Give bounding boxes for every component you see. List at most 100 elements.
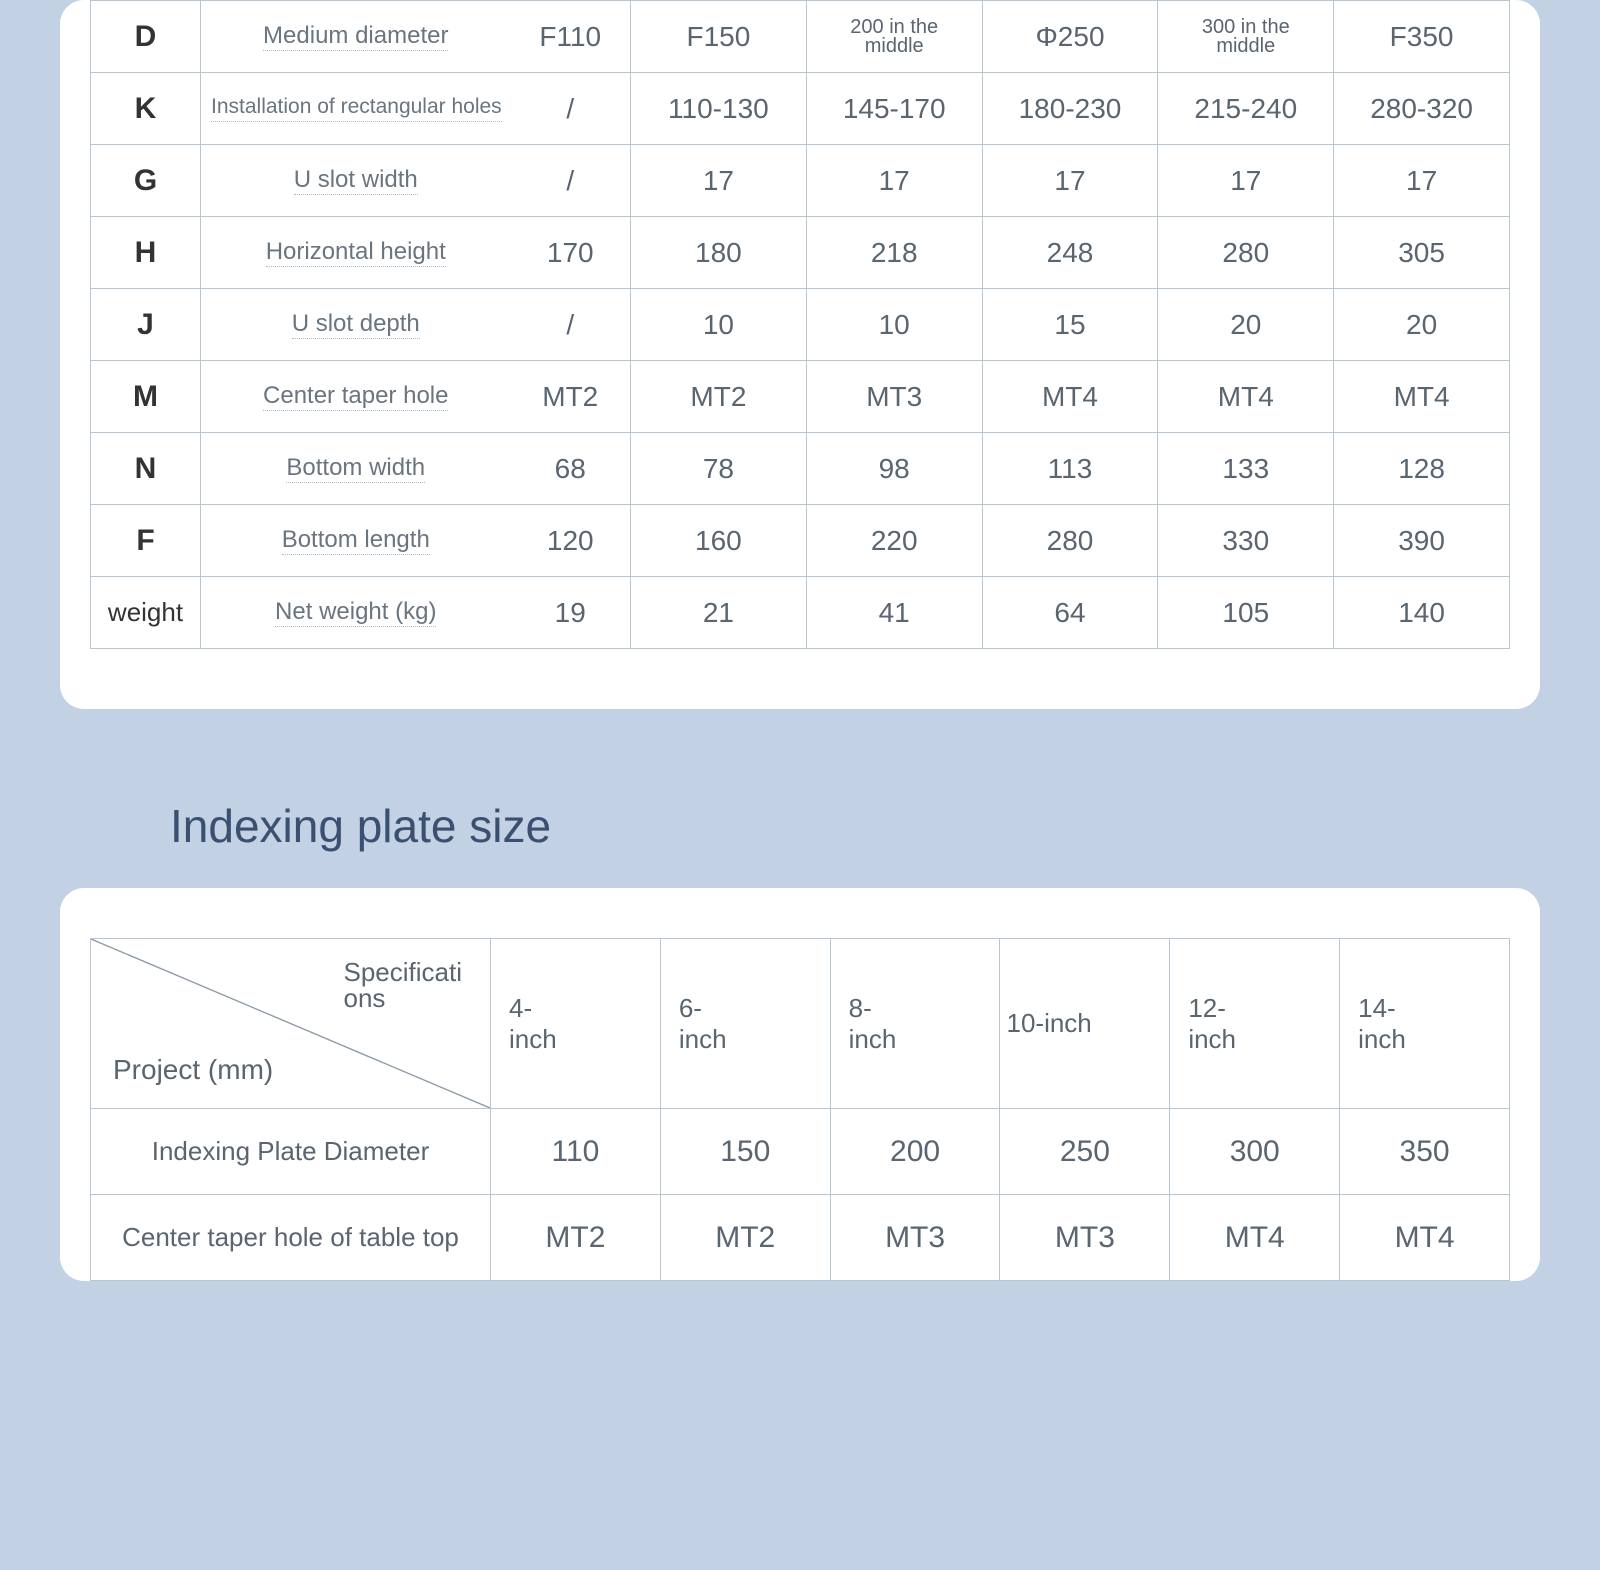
row-value: 250 xyxy=(1000,1109,1170,1195)
row-desc: Installation of rectangular holes xyxy=(201,73,511,145)
row-value: / xyxy=(511,289,631,361)
row-code: G xyxy=(91,145,201,217)
table-row: Center taper hole of table topMT2MT2MT3M… xyxy=(91,1195,1510,1281)
row-value: MT4 xyxy=(1170,1195,1340,1281)
row-value: 350 xyxy=(1340,1109,1510,1195)
column-header: 10-inch xyxy=(1000,939,1170,1109)
row-value: 120 xyxy=(511,505,631,577)
section-title: Indexing plate size xyxy=(60,709,1540,888)
row-value: 215-240 xyxy=(1158,73,1334,145)
column-header: 8-inch xyxy=(830,939,1000,1109)
row-value: F110 xyxy=(511,1,631,73)
row-desc: Horizontal height xyxy=(201,217,511,289)
row-value: F150 xyxy=(631,1,807,73)
row-value: 19 xyxy=(511,577,631,649)
row-value: 145-170 xyxy=(806,73,982,145)
row-value: MT4 xyxy=(1340,1195,1510,1281)
column-header: 4-inch xyxy=(491,939,661,1109)
row-value: 110 xyxy=(491,1109,661,1195)
table-row: NBottom width687898113133128 xyxy=(91,433,1510,505)
row-desc: Center taper hole of table top xyxy=(91,1195,491,1281)
row-value: 20 xyxy=(1334,289,1510,361)
row-value: 140 xyxy=(1334,577,1510,649)
row-value: 110-130 xyxy=(631,73,807,145)
row-desc: Indexing Plate Diameter xyxy=(91,1109,491,1195)
row-value: 160 xyxy=(631,505,807,577)
table-row: weightNet weight (kg)19214164105140 xyxy=(91,577,1510,649)
row-value: 17 xyxy=(982,145,1158,217)
row-value: 17 xyxy=(631,145,807,217)
row-value: 218 xyxy=(806,217,982,289)
row-value: 200 in themiddle xyxy=(806,1,982,73)
row-code: N xyxy=(91,433,201,505)
row-code: D xyxy=(91,1,201,73)
row-value: 300 in themiddle xyxy=(1158,1,1334,73)
table-row: KInstallation of rectangular holes/110-1… xyxy=(91,73,1510,145)
row-value: MT4 xyxy=(1158,361,1334,433)
row-value: MT3 xyxy=(1000,1195,1170,1281)
row-value: MT4 xyxy=(982,361,1158,433)
spec-label: Specifications xyxy=(344,959,463,1011)
row-value: 64 xyxy=(982,577,1158,649)
row-value: MT3 xyxy=(806,361,982,433)
column-header: 14-inch xyxy=(1340,939,1510,1109)
row-value: 170 xyxy=(511,217,631,289)
row-value: 20 xyxy=(1158,289,1334,361)
row-value: 113 xyxy=(982,433,1158,505)
row-value: 41 xyxy=(806,577,982,649)
row-code: M xyxy=(91,361,201,433)
row-desc: Center taper hole xyxy=(201,361,511,433)
row-value: 180-230 xyxy=(982,73,1158,145)
row-value: 280-320 xyxy=(1334,73,1510,145)
table-header-row: Specifications Project (mm) 4-inch6-inch8-… xyxy=(91,939,1510,1109)
row-value: 280 xyxy=(982,505,1158,577)
row-value: 68 xyxy=(511,433,631,505)
row-value: MT2 xyxy=(511,361,631,433)
table-row: FBottom length120160220280330390 xyxy=(91,505,1510,577)
row-value: MT4 xyxy=(1334,361,1510,433)
row-value: MT2 xyxy=(660,1195,830,1281)
row-value: 98 xyxy=(806,433,982,505)
table-row: DMedium diameterF110F150200 in themiddle… xyxy=(91,1,1510,73)
table-row: Indexing Plate Diameter11015020025030035… xyxy=(91,1109,1510,1195)
row-value: 150 xyxy=(660,1109,830,1195)
row-code: weight xyxy=(91,577,201,649)
row-value: 220 xyxy=(806,505,982,577)
table-row: GU slot width/1717171717 xyxy=(91,145,1510,217)
column-header: 6-inch xyxy=(660,939,830,1109)
indexing-table: Specifications Project (mm) 4-inch6-inch8-… xyxy=(90,938,1510,1281)
table-row: HHorizontal height170180218248280305 xyxy=(91,217,1510,289)
row-code: J xyxy=(91,289,201,361)
row-desc: Net weight (kg) xyxy=(201,577,511,649)
row-value: 15 xyxy=(982,289,1158,361)
indexing-table-card: Specifications Project (mm) 4-inch6-inch8-… xyxy=(60,888,1540,1281)
row-value: 180 xyxy=(631,217,807,289)
row-value: / xyxy=(511,145,631,217)
table-row: MCenter taper holeMT2MT2MT3MT4MT4MT4 xyxy=(91,361,1510,433)
row-desc: Bottom length xyxy=(201,505,511,577)
spec-table-card: DMedium diameterF110F150200 in themiddle… xyxy=(60,0,1540,709)
row-value: 330 xyxy=(1158,505,1334,577)
row-value: F350 xyxy=(1334,1,1510,73)
row-value: MT3 xyxy=(830,1195,1000,1281)
row-value: 17 xyxy=(1158,145,1334,217)
row-value: 200 xyxy=(830,1109,1000,1195)
spec-table: DMedium diameterF110F150200 in themiddle… xyxy=(90,0,1510,649)
row-value: Φ250 xyxy=(982,1,1158,73)
row-value: 17 xyxy=(1334,145,1510,217)
row-value: 10 xyxy=(806,289,982,361)
row-value: 133 xyxy=(1158,433,1334,505)
row-desc: Bottom width xyxy=(201,433,511,505)
row-code: H xyxy=(91,217,201,289)
row-value: MT2 xyxy=(631,361,807,433)
row-desc: Medium diameter xyxy=(201,1,511,73)
row-value: 300 xyxy=(1170,1109,1340,1195)
column-header: 12-inch xyxy=(1170,939,1340,1109)
row-value: 105 xyxy=(1158,577,1334,649)
project-label: Project (mm) xyxy=(113,1054,273,1086)
row-value: 390 xyxy=(1334,505,1510,577)
row-value: 21 xyxy=(631,577,807,649)
row-desc: U slot width xyxy=(201,145,511,217)
row-value: / xyxy=(511,73,631,145)
row-code: K xyxy=(91,73,201,145)
